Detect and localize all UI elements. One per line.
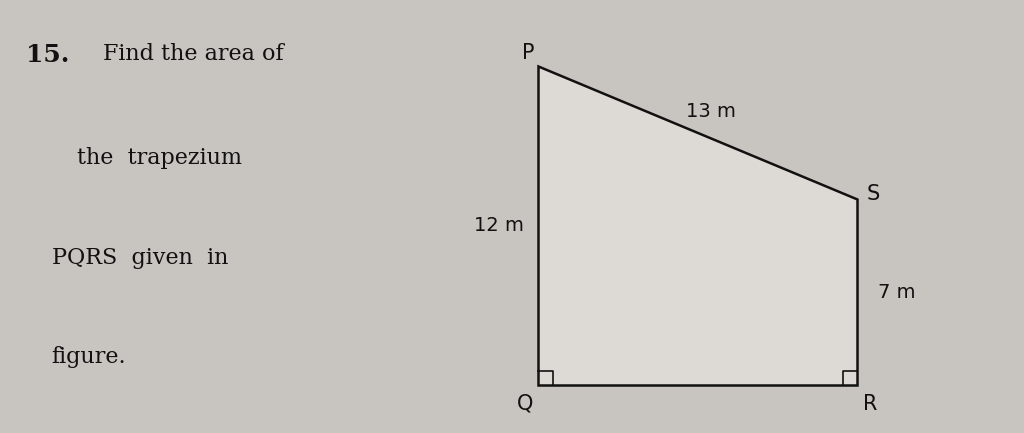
Text: 12 m: 12 m [474,216,523,235]
Text: S: S [866,184,880,204]
Text: the  trapezium: the trapezium [78,147,243,169]
Polygon shape [539,66,857,385]
Text: figure.: figure. [51,346,126,368]
Text: R: R [863,394,878,414]
Text: PQRS  given  in: PQRS given in [51,247,228,269]
Text: Q: Q [517,394,534,414]
Text: Find the area of: Find the area of [103,43,284,65]
Text: P: P [521,43,535,63]
Text: 13 m: 13 m [686,102,736,121]
Text: 7 m: 7 m [879,283,915,302]
Text: 15.: 15. [26,43,70,67]
